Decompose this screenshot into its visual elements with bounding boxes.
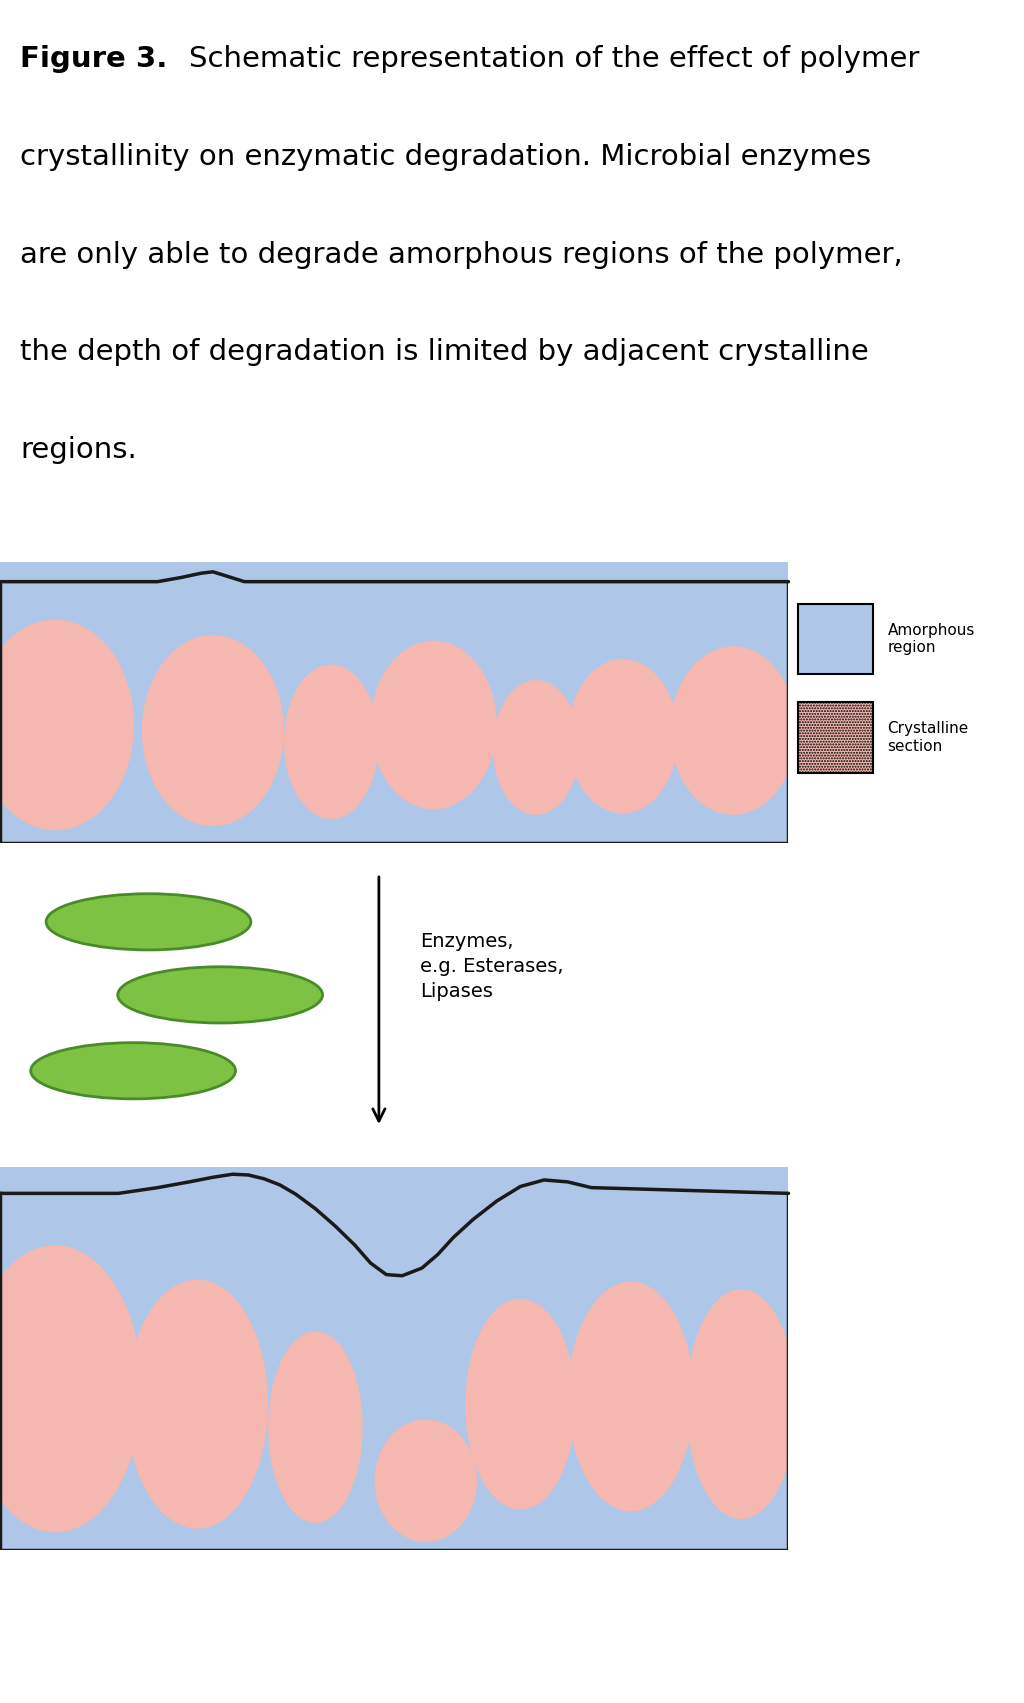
Text: the depth of degradation is limited by adjacent crystalline: the depth of degradation is limited by a… [20,339,869,366]
Text: regions.: regions. [20,436,137,465]
Text: are only able to degrade amorphous regions of the polymer,: are only able to degrade amorphous regio… [20,240,903,269]
Circle shape [31,1042,236,1098]
Ellipse shape [268,1332,362,1522]
Text: Enzymes,
e.g. Esterases,
Lipases: Enzymes, e.g. Esterases, Lipases [420,932,563,1001]
Ellipse shape [465,1299,575,1509]
Text: Figure 3.: Figure 3. [20,46,168,73]
Ellipse shape [0,1245,142,1533]
Ellipse shape [686,1289,797,1519]
Ellipse shape [142,635,284,826]
Ellipse shape [493,679,580,816]
Ellipse shape [375,1420,477,1543]
Text: Schematic representation of the effect of polymer: Schematic representation of the effect o… [189,46,920,73]
Ellipse shape [567,659,678,814]
Text: Amorphous
region: Amorphous region [888,623,975,656]
Text: Figure 3.: Figure 3. [20,46,168,73]
Ellipse shape [0,620,134,831]
Ellipse shape [126,1279,268,1529]
Circle shape [118,967,323,1024]
Text: crystallinity on enzymatic degradation. Microbial enzymes: crystallinity on enzymatic degradation. … [20,143,871,170]
Text: Crystalline
section: Crystalline section [888,722,969,754]
Ellipse shape [671,645,797,816]
Ellipse shape [284,664,379,819]
Ellipse shape [567,1281,694,1512]
Ellipse shape [371,640,497,809]
Circle shape [46,894,251,950]
Bar [798,703,873,773]
Bar [798,605,873,674]
